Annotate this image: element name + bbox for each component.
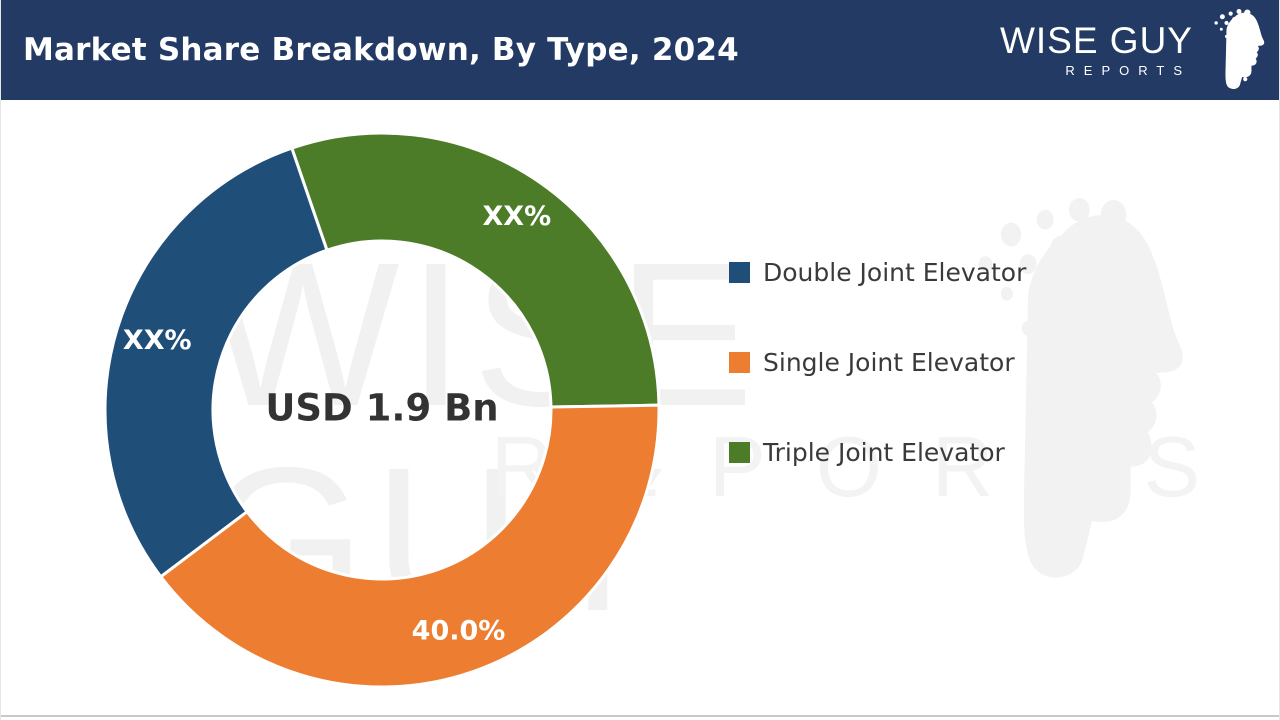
legend-label: Single Joint Elevator xyxy=(763,347,1015,377)
legend-swatch xyxy=(729,261,750,283)
donut-segment-label: XX% xyxy=(123,325,192,356)
donut-segment-triple-joint-elevator xyxy=(290,131,661,409)
legend-label: Double Joint Elevator xyxy=(763,257,1027,287)
donut-segment-single-joint-elevator xyxy=(159,403,661,689)
donut-segment-label: XX% xyxy=(482,201,551,232)
legend-label: Triple Joint Elevator xyxy=(763,437,1005,467)
legend-swatch xyxy=(729,441,750,463)
logo-wordmark: WISE GUY xyxy=(999,20,1193,61)
donut-segment-label: 40.0% xyxy=(412,616,506,647)
legend: Double Joint Elevator Single Joint Eleva… xyxy=(729,258,1026,528)
logo-head-icon xyxy=(1214,9,1265,89)
legend-item: Triple Joint Elevator xyxy=(729,437,1026,467)
bottom-border xyxy=(1,715,1279,717)
donut-segment-double-joint-elevator xyxy=(103,146,329,579)
page-title: Market Share Breakdown, By Type, 2024 xyxy=(23,32,739,68)
legend-item: Single Joint Elevator xyxy=(729,347,1026,377)
legend-item: Double Joint Elevator xyxy=(729,257,1027,287)
donut-center-label: USD 1.9 Bn xyxy=(265,386,499,430)
logo: WISE GUY REPORTS xyxy=(1000,8,1265,92)
legend-swatch xyxy=(729,351,750,373)
header: Market Share Breakdown, By Type, 2024 WI… xyxy=(1,0,1279,100)
logo-subtitle: REPORTS xyxy=(1065,63,1191,78)
